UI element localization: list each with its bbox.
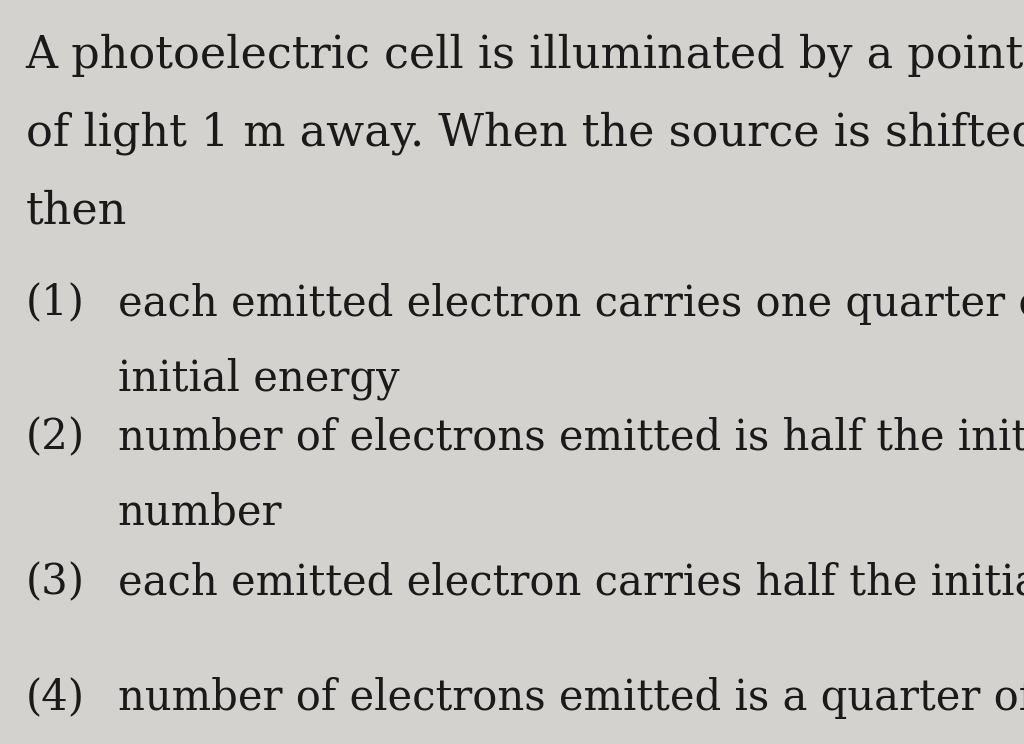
Text: initial energy: initial energy (118, 357, 399, 400)
Text: (2): (2) (26, 417, 85, 458)
Text: then: then (26, 190, 127, 233)
Text: (1): (1) (26, 283, 84, 324)
Text: number of electrons emitted is a quarter of the: number of electrons emitted is a quarter… (118, 677, 1024, 719)
Text: of light 1 m away. When the source is shifted to 2m: of light 1 m away. When the source is sh… (26, 112, 1024, 155)
Text: each emitted electron carries one quarter of the: each emitted electron carries one quarte… (118, 283, 1024, 324)
Text: A photoelectric cell is illuminated by a point source: A photoelectric cell is illuminated by a… (26, 33, 1024, 77)
Text: (4): (4) (26, 677, 85, 719)
Text: (3): (3) (26, 562, 85, 603)
Text: number: number (118, 491, 283, 533)
Text: each emitted electron carries half the initial energy: each emitted electron carries half the i… (118, 562, 1024, 604)
Text: number of electrons emitted is half the initial: number of electrons emitted is half the … (118, 417, 1024, 458)
